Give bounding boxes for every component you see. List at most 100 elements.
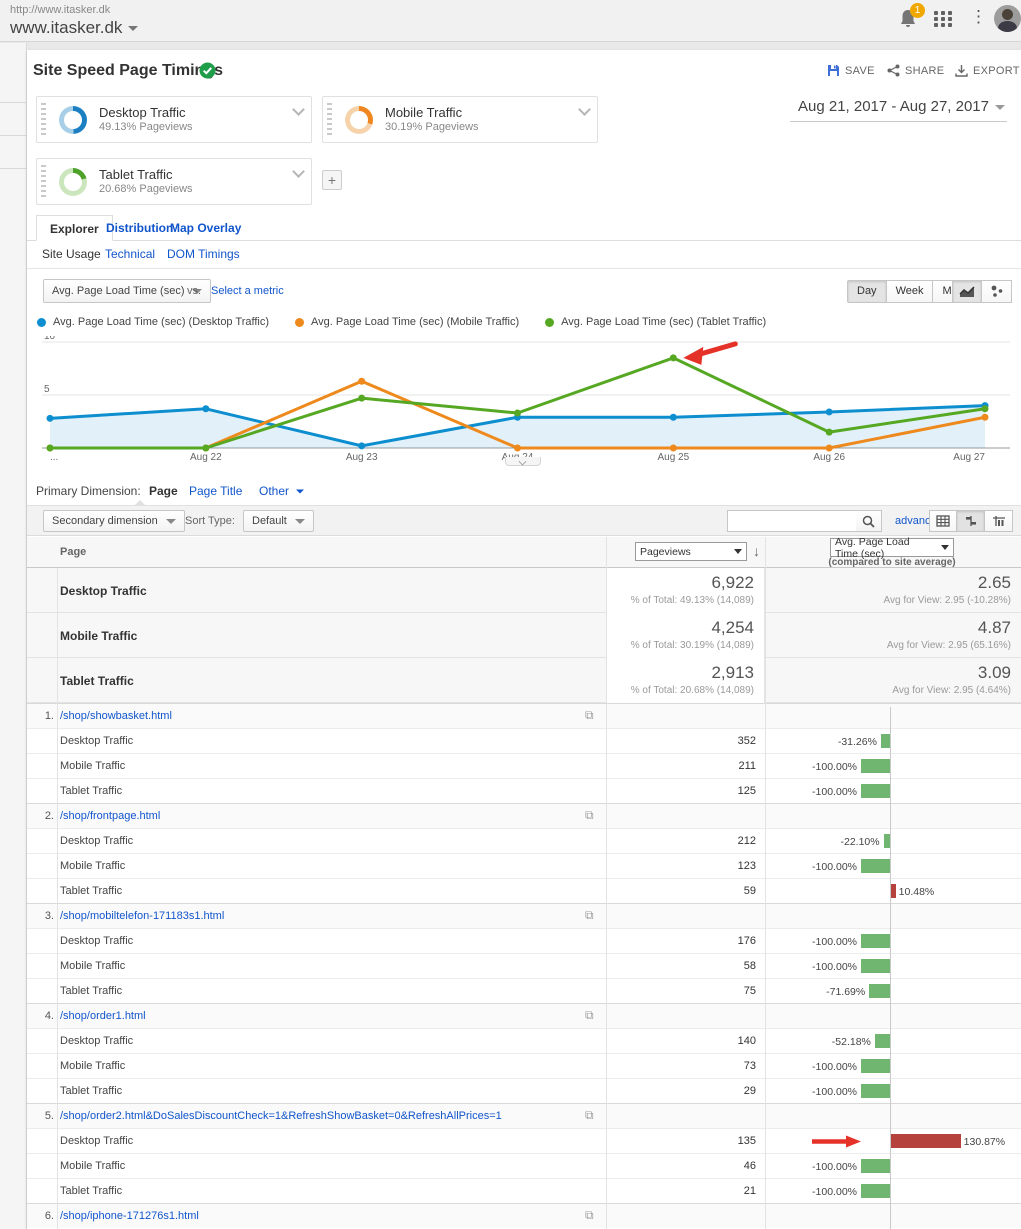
date-range-selector[interactable]: Aug 21, 2017 - Aug 27, 2017 [790,96,1007,122]
page-url-link[interactable]: /shop/frontpage.html [60,810,161,822]
percent-label: -100.00% [812,1161,857,1173]
tab-explorer[interactable]: Explorer [36,215,113,241]
external-link-icon[interactable]: ⧉ [585,708,594,722]
summary-metric-cell: 2.65 Avg for View: 2.95 (-10.28%) [883,573,1011,606]
apps-grid-icon[interactable] [934,11,953,27]
notifications-bell-icon[interactable]: 1 [898,3,925,35]
red-arrow-annotation [812,1135,861,1148]
tab-distribution[interactable]: Distribution [106,221,174,235]
segment-sub-row: Desktop Traffic 352 -31.26% [27,728,1021,753]
external-link-icon[interactable]: ⧉ [585,1008,594,1022]
avatar[interactable] [994,5,1021,32]
legend-item[interactable]: Avg. Page Load Time (sec) (Tablet Traffi… [545,316,766,328]
drag-handle-icon[interactable] [41,103,46,137]
add-segment-button[interactable]: + [322,170,342,190]
line-chart-icon[interactable] [952,280,982,303]
chevron-down-icon[interactable] [292,165,305,178]
secondary-dimension-button[interactable]: Secondary dimension [43,510,185,532]
pageviews-column-select[interactable]: Pageviews [635,542,747,561]
save-button[interactable]: SAVE [827,64,875,77]
chevron-down-icon[interactable] [578,103,591,116]
search-button[interactable] [856,510,882,532]
metric-column-subtitle: (compared to site average) [828,557,956,568]
dimension-page-title[interactable]: Page Title [189,484,243,498]
pivot-view-icon[interactable] [985,510,1013,532]
row-number: 1. [44,710,54,722]
segment-label: Mobile Traffic [60,860,126,872]
subtab-site-usage[interactable]: Site Usage [42,247,101,261]
external-link-icon[interactable]: ⧉ [585,1108,594,1122]
svg-text:Aug 23: Aug 23 [346,452,378,463]
motion-chart-icon[interactable] [982,280,1012,303]
segment-label: Desktop Traffic [60,735,134,747]
segment-card-tablet[interactable]: Tablet Traffic 20.68% Pageviews [36,158,312,205]
external-link-icon[interactable]: ⧉ [585,808,594,822]
pageviews-value: 46 [743,1160,756,1172]
external-link-icon[interactable]: ⧉ [585,1208,594,1222]
metric-cell: -100.00% [765,854,1021,879]
more-options-icon[interactable]: ⋮ [970,7,987,26]
metric-cell: 10.48% [765,879,1021,904]
search-icon [862,515,875,528]
collapsed-sidebar[interactable] [0,43,27,1229]
metric-cell: -22.10% [765,829,1021,854]
sort-direction-icon[interactable]: ↓ [753,543,760,559]
metric-column-select[interactable]: Avg. Page Load Time (sec) [830,536,954,560]
drag-handle-icon[interactable] [327,103,332,137]
chevron-down-icon [296,489,305,494]
segment-sub-row: Mobile Traffic 73 -100.00% [27,1053,1021,1078]
drag-handle-icon[interactable] [41,165,46,199]
segment-sub-row: Desktop Traffic 176 -100.00% [27,928,1021,953]
column-divider [765,537,766,1229]
sort-type-button[interactable]: Default [243,510,314,532]
external-link-icon[interactable]: ⧉ [585,908,594,922]
dimension-other[interactable]: Other [259,484,305,498]
comparison-bar [874,1034,890,1048]
comparison-bar [880,734,890,748]
segment-sub-row: Tablet Traffic 29 -100.00% [27,1078,1021,1103]
percent-label: -100.00% [812,861,857,873]
tab-map-overlay[interactable]: Map Overlay [170,221,242,235]
svg-text:10: 10 [44,336,56,342]
segment-label: Tablet Traffic [60,785,123,797]
metric-cell: -52.18% [765,1029,1021,1054]
segment-label: Desktop Traffic [60,1035,134,1047]
page-url-link[interactable]: /shop/showbasket.html [60,710,172,722]
comparison-bar [861,859,890,873]
data-table-view-icon[interactable] [929,510,957,532]
account-selector[interactable]: www.itasker.dk [10,18,139,38]
page-url-link[interactable]: /shop/mobiltelefon-171183s1.html [60,910,225,922]
chart-collapse-handle[interactable] [505,457,541,466]
row-number: 4. [44,1010,54,1022]
granularity-day[interactable]: Day [847,280,887,303]
granularity-week[interactable]: Week [886,280,934,303]
comparison-view-icon[interactable] [957,510,985,532]
legend-item[interactable]: Avg. Page Load Time (sec) (Mobile Traffi… [295,316,519,328]
notification-badge: 1 [910,3,925,18]
summary-metric-cell: 3.09 Avg for View: 2.95 (4.64%) [892,663,1011,696]
search-input[interactable] [727,510,857,532]
segment-card-mobile[interactable]: Mobile Traffic 30.19% Pageviews [322,96,598,143]
page-url-link[interactable]: /shop/order2.html&DoSalesDiscountCheck=1… [60,1110,502,1122]
mobile-donut-chart [345,106,373,134]
pageviews-value: 75 [743,985,756,997]
data-table: Page Pageviews ↓ Avg. Page Load Time (se… [27,536,1021,1228]
select-a-metric-link[interactable]: Select a metric [211,285,284,297]
tablet-donut-chart [59,168,87,196]
share-button[interactable]: SHARE [887,64,944,77]
chevron-down-icon[interactable] [292,103,305,116]
subtab-dom-timings[interactable]: DOM Timings [167,247,240,261]
column-divider [606,537,607,1229]
svg-text:Aug 25: Aug 25 [657,452,689,463]
dimension-page[interactable]: Page [149,484,178,498]
legend-item[interactable]: Avg. Page Load Time (sec) (Desktop Traff… [37,316,269,328]
red-arrow-annotation [683,341,738,365]
page-url-link[interactable]: /shop/iphone-171276s1.html [60,1210,199,1222]
metric-dropdown[interactable]: Avg. Page Load Time (sec) [43,279,212,303]
segment-card-desktop[interactable]: Desktop Traffic 49.13% Pageviews [36,96,312,143]
page-url-link[interactable]: /shop/order1.html [60,1010,146,1022]
export-button[interactable]: EXPORT [955,64,1020,77]
subtab-technical[interactable]: Technical [105,247,156,261]
legend-label: Avg. Page Load Time (sec) (Desktop Traff… [53,316,270,328]
